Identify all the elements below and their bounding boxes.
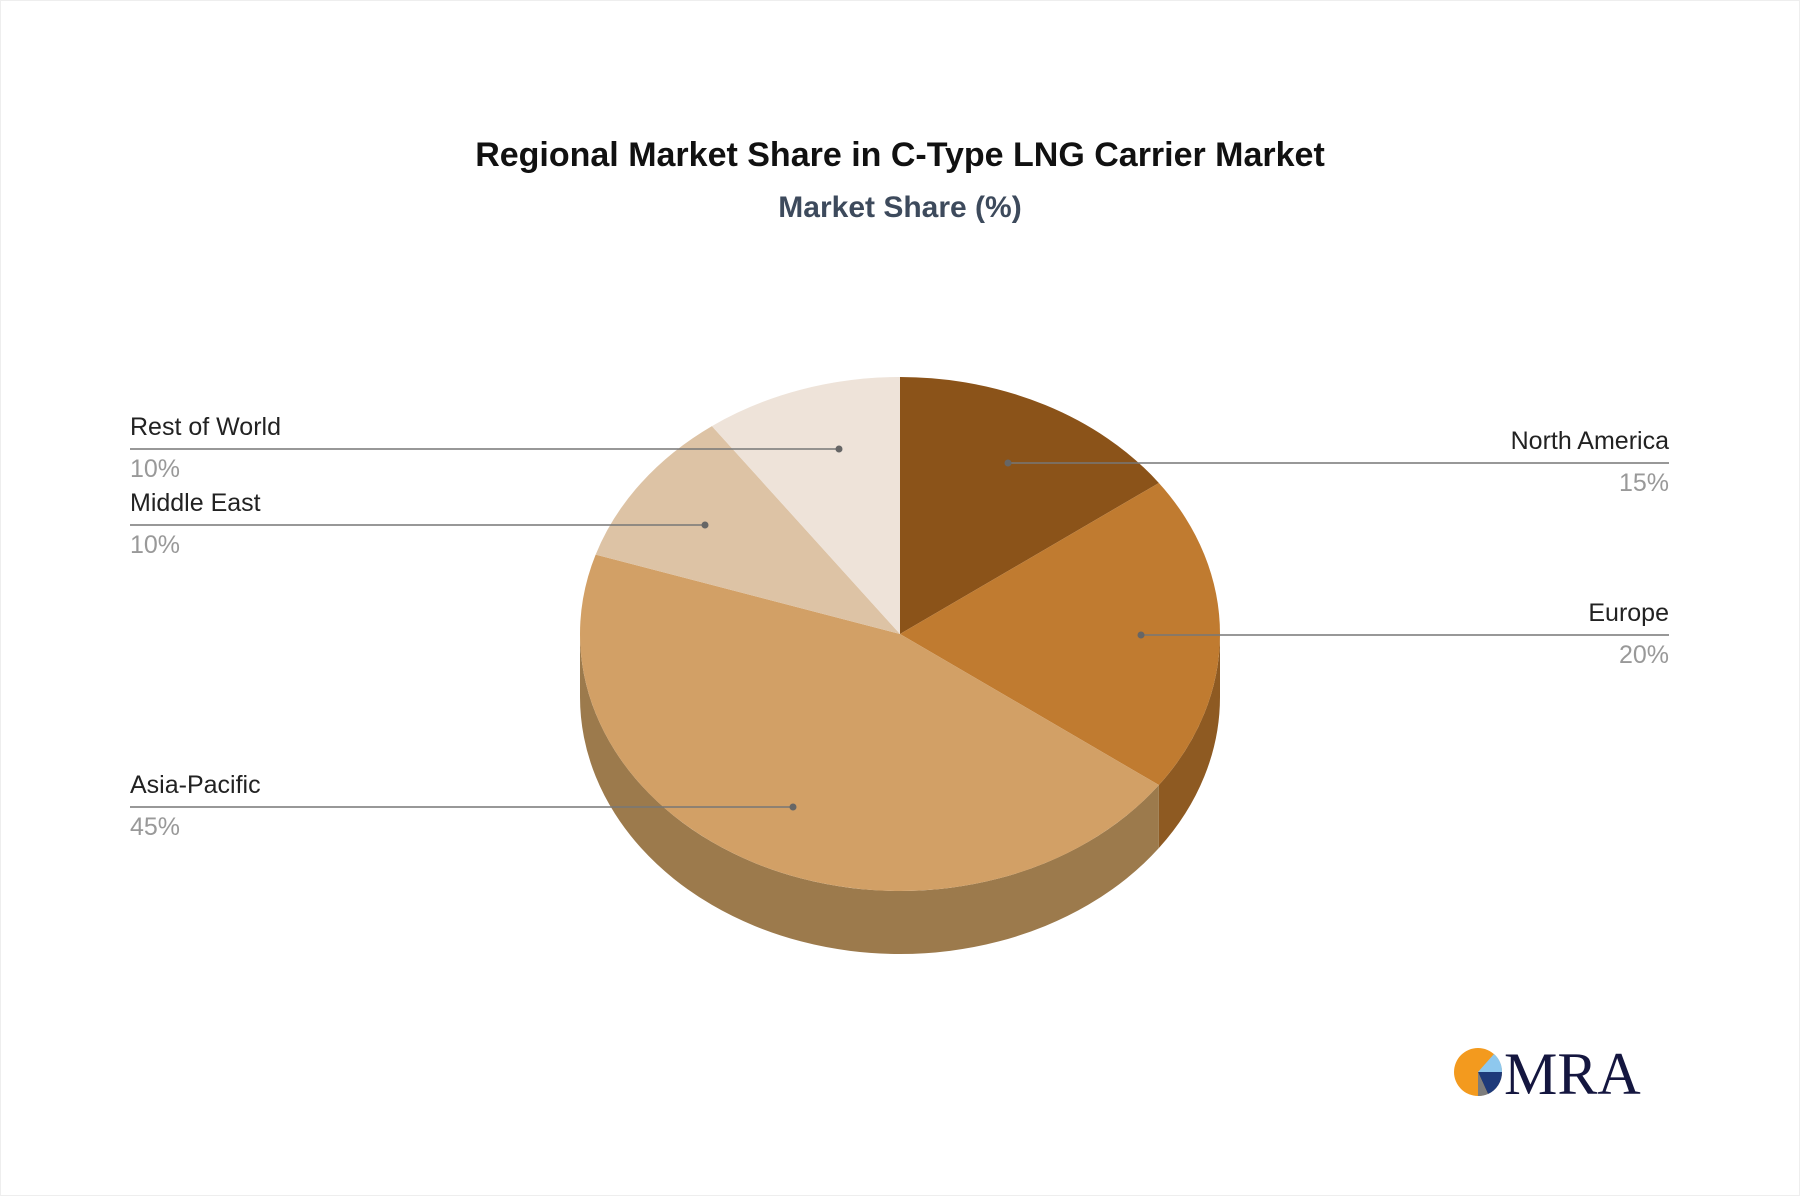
slice-value-label: 45% bbox=[130, 813, 181, 841]
leader-dot-0 bbox=[1004, 459, 1012, 467]
slice-value-label: 10% bbox=[130, 455, 181, 483]
slice-label: Middle East bbox=[130, 489, 261, 517]
slice-label: Europe bbox=[1588, 599, 1669, 627]
mra-logo: MRA bbox=[1454, 1041, 1641, 1100]
pie-slice-rest-of-world[interactable] bbox=[711, 377, 900, 634]
chart-subtitle: Market Share (%) bbox=[778, 191, 1022, 224]
pie-slice-north-america[interactable] bbox=[900, 377, 1159, 634]
slice-value-label: 20% bbox=[1618, 641, 1669, 669]
slice-label: Asia-Pacific bbox=[130, 771, 261, 799]
pie-side-2 bbox=[580, 634, 1159, 955]
chart-title: Regional Market Share in C-Type LNG Carr… bbox=[475, 136, 1325, 174]
leader-dot-1 bbox=[1137, 631, 1145, 639]
leader-dot-2 bbox=[789, 803, 797, 811]
leader-dot-3 bbox=[701, 521, 709, 529]
leader-dot-4 bbox=[835, 445, 843, 453]
slice-value-label: 10% bbox=[130, 531, 181, 559]
pie-slice-europe[interactable] bbox=[900, 482, 1221, 786]
slice-label: North America bbox=[1510, 427, 1669, 455]
pie-slice-middle-east[interactable] bbox=[595, 426, 900, 634]
pie-side-1 bbox=[1158, 634, 1220, 849]
logo-text: MRA bbox=[1504, 1041, 1641, 1100]
slice-label: Rest of World bbox=[130, 413, 281, 441]
slice-value-label: 15% bbox=[1618, 469, 1669, 497]
